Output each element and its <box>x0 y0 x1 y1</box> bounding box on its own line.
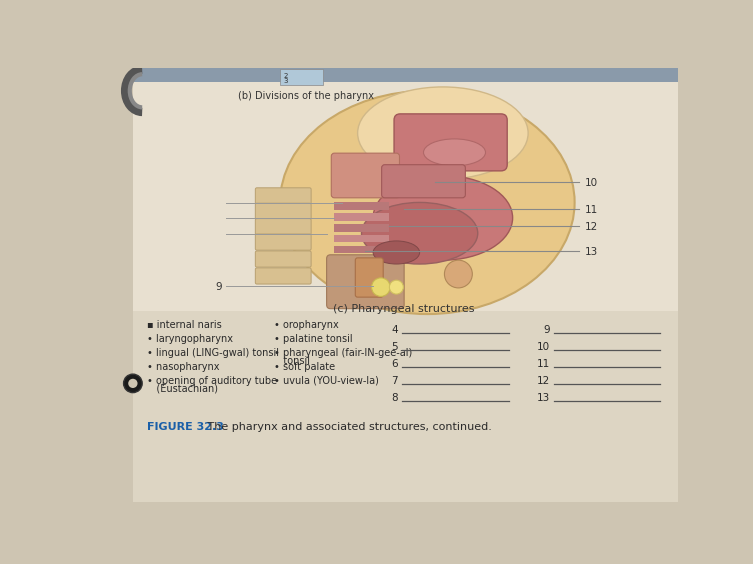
FancyBboxPatch shape <box>355 258 383 297</box>
Text: 10: 10 <box>537 342 550 352</box>
Bar <box>133 68 678 82</box>
Text: 12: 12 <box>537 376 550 386</box>
Text: 7: 7 <box>392 376 398 386</box>
Text: 5: 5 <box>392 342 398 352</box>
Ellipse shape <box>423 139 486 166</box>
Text: 9: 9 <box>215 282 222 292</box>
Text: • lingual (LING-gwal) tonsil: • lingual (LING-gwal) tonsil <box>147 348 279 358</box>
Text: • opening of auditory tube: • opening of auditory tube <box>147 376 277 386</box>
Text: • soft palate: • soft palate <box>274 362 335 372</box>
Text: 13: 13 <box>537 393 550 403</box>
Text: 10: 10 <box>584 178 598 188</box>
Text: (b) Divisions of the pharynx: (b) Divisions of the pharynx <box>237 91 373 101</box>
Bar <box>133 311 678 502</box>
Bar <box>334 213 389 221</box>
Ellipse shape <box>373 175 513 260</box>
Text: 12: 12 <box>584 222 598 232</box>
Text: • pharyngeal (fair-IN-gee-al): • pharyngeal (fair-IN-gee-al) <box>274 348 412 358</box>
Bar <box>280 69 323 85</box>
Text: • uvula (YOU-view-la): • uvula (YOU-view-la) <box>274 376 379 386</box>
FancyBboxPatch shape <box>255 203 311 219</box>
Ellipse shape <box>358 87 528 179</box>
Text: 11: 11 <box>584 205 598 215</box>
Text: The pharynx and associated structures, continued.: The pharynx and associated structures, c… <box>197 422 492 432</box>
FancyBboxPatch shape <box>255 219 311 235</box>
FancyBboxPatch shape <box>255 268 311 284</box>
Bar <box>334 235 389 243</box>
FancyBboxPatch shape <box>331 153 400 198</box>
FancyBboxPatch shape <box>255 234 311 250</box>
FancyBboxPatch shape <box>327 255 404 309</box>
Ellipse shape <box>280 91 575 314</box>
Text: (c) Pharyngeal structures: (c) Pharyngeal structures <box>334 304 475 314</box>
Bar <box>334 245 389 253</box>
Text: ▪ internal naris: ▪ internal naris <box>147 320 221 331</box>
Ellipse shape <box>361 202 477 264</box>
FancyBboxPatch shape <box>394 114 508 171</box>
Text: 4: 4 <box>392 325 398 335</box>
Bar <box>334 224 389 232</box>
Bar <box>334 202 389 210</box>
FancyBboxPatch shape <box>382 165 465 198</box>
Circle shape <box>123 374 142 393</box>
Text: • nasopharynx: • nasopharynx <box>147 362 219 372</box>
Text: 9: 9 <box>543 325 550 335</box>
Text: 3: 3 <box>283 78 288 83</box>
Text: 11: 11 <box>537 359 550 369</box>
Text: 2: 2 <box>283 73 288 79</box>
Text: 6: 6 <box>392 359 398 369</box>
Text: (Eustachian): (Eustachian) <box>147 384 218 393</box>
Text: 13: 13 <box>584 248 598 258</box>
Text: FIGURE 32.3: FIGURE 32.3 <box>147 422 224 432</box>
Text: tonsil: tonsil <box>274 356 310 365</box>
FancyBboxPatch shape <box>255 188 311 204</box>
Circle shape <box>371 278 390 296</box>
Circle shape <box>444 260 472 288</box>
Circle shape <box>128 379 138 388</box>
Ellipse shape <box>373 241 419 264</box>
Text: • oropharynx: • oropharynx <box>274 320 339 331</box>
FancyBboxPatch shape <box>255 251 311 267</box>
Text: • laryngopharynx: • laryngopharynx <box>147 334 233 344</box>
Circle shape <box>389 280 404 294</box>
Text: • palatine tonsil: • palatine tonsil <box>274 334 352 344</box>
Text: 8: 8 <box>392 393 398 403</box>
